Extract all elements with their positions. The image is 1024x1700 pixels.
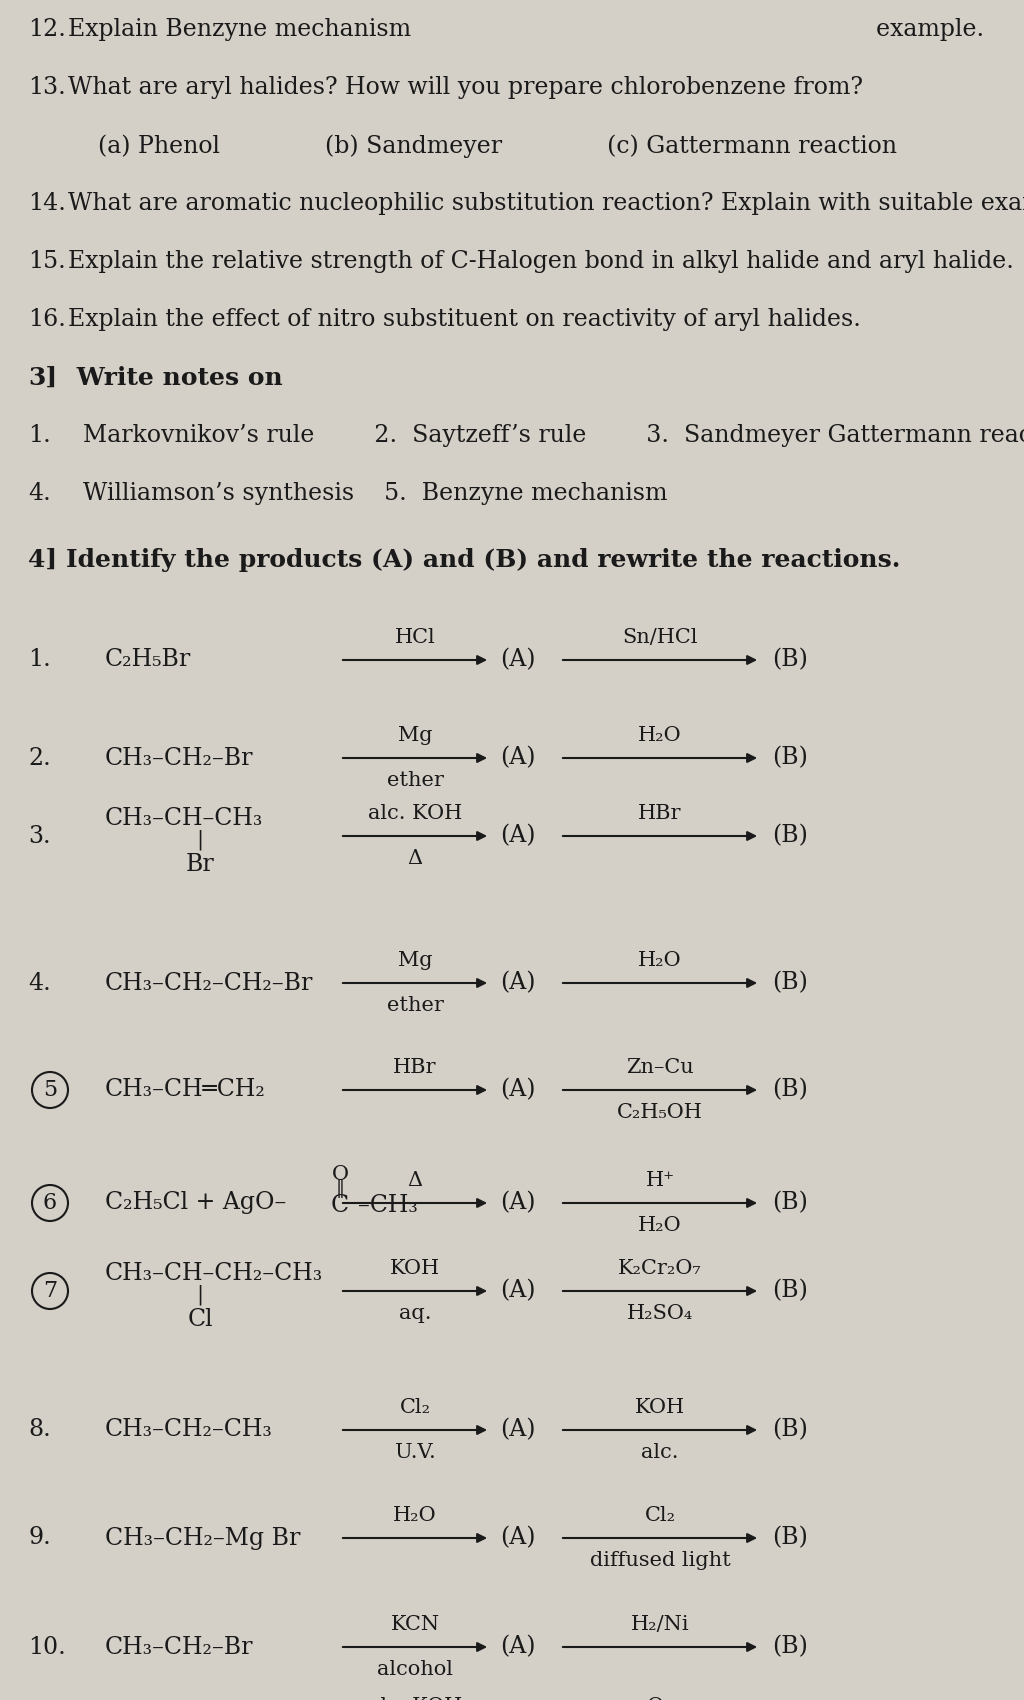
Text: (B): (B) [772,1635,808,1659]
Text: diffused light: diffused light [590,1550,730,1571]
Text: Cl: Cl [187,1307,213,1331]
Text: alc. KOH: alc. KOH [368,804,462,823]
Text: –CH₃: –CH₃ [358,1193,418,1217]
Text: C₂H₅OH: C₂H₅OH [617,1103,702,1122]
Text: 6: 6 [43,1192,57,1214]
Text: 8.: 8. [28,1418,51,1442]
Text: (B): (B) [772,1527,808,1549]
Text: C₂H₅Br: C₂H₅Br [105,648,191,672]
Text: 2.: 2. [28,746,51,770]
Text: H₂O: H₂O [638,950,682,971]
Text: ether: ether [387,772,443,791]
Text: HBr: HBr [393,1057,437,1078]
Text: (B): (B) [772,971,808,994]
Text: (A): (A) [500,746,536,770]
Text: H₂O: H₂O [638,726,682,745]
Text: CH₃–CH═CH₂: CH₃–CH═CH₂ [105,1078,266,1102]
Text: (B): (B) [772,824,808,848]
Text: CH₃–CH–CH₂–CH₃: CH₃–CH–CH₂–CH₃ [105,1261,324,1285]
Text: 9.: 9. [28,1527,51,1549]
Text: Δ: Δ [408,848,423,869]
Text: 14.: 14. [28,192,66,214]
Text: (A): (A) [500,824,536,848]
Text: (B): (B) [772,1418,808,1442]
Text: O₃: O₃ [647,1697,673,1700]
Text: Br: Br [185,852,214,876]
Text: (A): (A) [500,1078,536,1102]
Text: 3]: 3] [28,366,57,389]
Text: 5: 5 [43,1080,57,1102]
Text: Markovnikov’s rule        2.  Saytzeff’s rule        3.  Sandmeyer Gattermann re: Markovnikov’s rule 2. Saytzeff’s rule 3.… [68,423,1024,447]
Text: Mg: Mg [397,726,432,745]
Text: CH₃–CH₂–CH₃: CH₃–CH₂–CH₃ [105,1418,272,1442]
Text: K₂Cr₂O₇: K₂Cr₂O₇ [618,1260,701,1278]
Text: 3.: 3. [28,824,50,848]
Text: O: O [332,1166,348,1185]
Text: Explain the effect of nitro substituent on reactivity of aryl halides.: Explain the effect of nitro substituent … [68,308,861,332]
Text: 1.: 1. [28,423,51,447]
Text: (A): (A) [500,1280,536,1302]
Text: 10.: 10. [28,1635,66,1659]
Text: C₂H₅Cl + AgO–: C₂H₅Cl + AgO– [105,1192,287,1214]
Text: 12.: 12. [28,19,66,41]
Text: CH₃–CH₂–Mg Br: CH₃–CH₂–Mg Br [105,1527,300,1549]
Text: CH₃–CH₂–Br: CH₃–CH₂–Br [105,1635,254,1659]
Text: H₂/Ni: H₂/Ni [631,1615,689,1634]
Text: ether: ether [387,996,443,1015]
Text: H₂O: H₂O [393,1506,437,1525]
Text: ‖: ‖ [336,1180,344,1198]
Text: (B): (B) [772,1078,808,1102]
Text: alc. KOH: alc. KOH [368,1697,462,1700]
Text: Cl₂: Cl₂ [399,1397,430,1418]
Text: KOH: KOH [635,1397,685,1418]
Text: CH₃–CH₂–CH₂–Br: CH₃–CH₂–CH₂–Br [105,971,313,994]
Text: 4] Identify the products (A) and (B) and rewrite the reactions.: 4] Identify the products (A) and (B) and… [28,547,900,571]
Text: |: | [197,1285,204,1306]
Text: (A): (A) [500,1635,536,1659]
Text: (A): (A) [500,1418,536,1442]
Text: (A): (A) [500,648,536,672]
Text: (A): (A) [500,1192,536,1214]
Text: HCl: HCl [394,627,435,648]
Text: (A): (A) [500,971,536,994]
Text: (a) Phenol              (b) Sandmeyer              (c) Gattermann reaction: (a) Phenol (b) Sandmeyer (c) Gattermann … [68,134,897,158]
Text: Explain the relative strength of C-Halogen bond in alkyl halide and aryl halide.: Explain the relative strength of C-Halog… [68,250,1014,274]
Text: CH₃–CH₂–Br: CH₃–CH₂–Br [105,746,254,770]
Text: Sn/HCl: Sn/HCl [623,627,697,648]
Text: Williamson’s synthesis    5.  Benzyne mechanism: Williamson’s synthesis 5. Benzyne mechan… [68,483,668,505]
Text: (B): (B) [772,1280,808,1302]
Text: 4.: 4. [28,971,51,994]
Text: alc.: alc. [641,1443,679,1462]
Text: 1.: 1. [28,648,51,672]
Text: H₂SO₄: H₂SO₄ [627,1304,693,1323]
Text: Cl₂: Cl₂ [644,1506,676,1525]
Text: Write notes on: Write notes on [68,366,283,389]
Text: 15.: 15. [28,250,66,274]
Text: H⁺: H⁺ [645,1171,675,1190]
Text: 16.: 16. [28,308,66,332]
Text: Zn–Cu: Zn–Cu [627,1057,694,1078]
Text: 4.: 4. [28,483,51,505]
Text: KOH: KOH [390,1260,440,1278]
Text: U.V.: U.V. [394,1443,435,1462]
Text: Explain Benzyne mechanism                                                       : Explain Benzyne mechanism [68,19,984,41]
Text: C: C [331,1193,349,1217]
Text: What are aromatic nucleophilic substitution reaction? Explain with suitable exam: What are aromatic nucleophilic substitut… [68,192,1024,214]
Text: Mg: Mg [397,950,432,971]
Text: What are aryl halides? How will you prepare chlorobenzene from?: What are aryl halides? How will you prep… [68,76,863,99]
Text: 13.: 13. [28,76,66,99]
Text: (B): (B) [772,1192,808,1214]
Text: 7: 7 [43,1280,57,1302]
Text: (B): (B) [772,648,808,672]
Text: (B): (B) [772,746,808,770]
Text: KCN: KCN [390,1615,439,1634]
Text: Δ: Δ [408,1171,423,1190]
Text: alcohol: alcohol [377,1659,453,1680]
Text: |: | [197,830,204,850]
Text: H₂O: H₂O [638,1216,682,1234]
Text: CH₃–CH–CH₃: CH₃–CH–CH₃ [105,806,263,830]
Text: aq.: aq. [398,1304,431,1323]
Text: HBr: HBr [638,804,682,823]
Text: (A): (A) [500,1527,536,1549]
